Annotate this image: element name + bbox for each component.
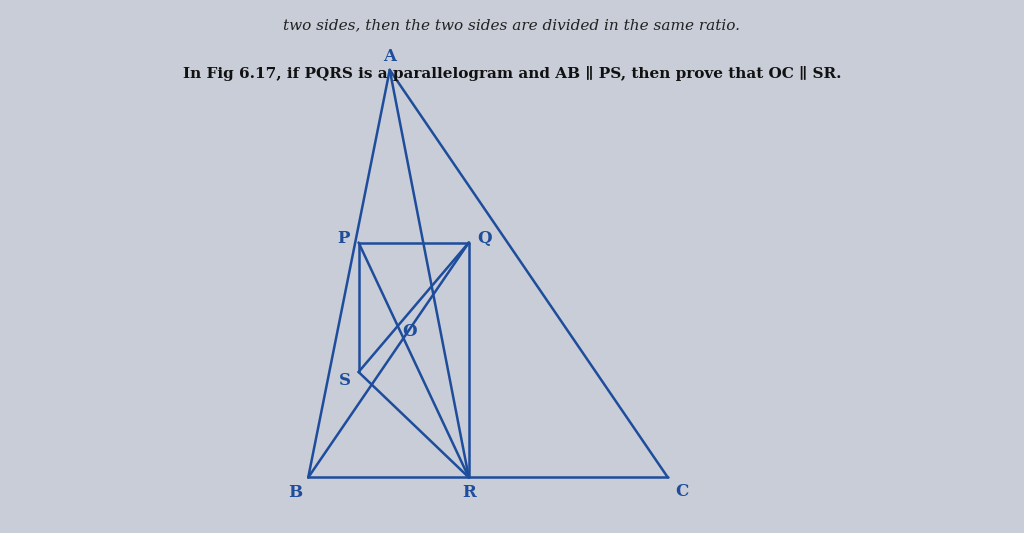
- Text: two sides, then the two sides are divided in the same ratio.: two sides, then the two sides are divide…: [284, 19, 740, 33]
- Text: S: S: [339, 372, 351, 389]
- Text: B: B: [288, 484, 302, 502]
- Text: A: A: [383, 48, 396, 65]
- Text: In Fig 6.17, if PQRS is a parallelogram and AB ∥ PS, then prove that OC ∥ SR.: In Fig 6.17, if PQRS is a parallelogram …: [182, 66, 842, 81]
- Text: Q: Q: [477, 230, 492, 247]
- Text: R: R: [462, 484, 476, 502]
- Text: O: O: [402, 323, 417, 340]
- Text: C: C: [676, 483, 689, 500]
- Text: P: P: [337, 230, 349, 247]
